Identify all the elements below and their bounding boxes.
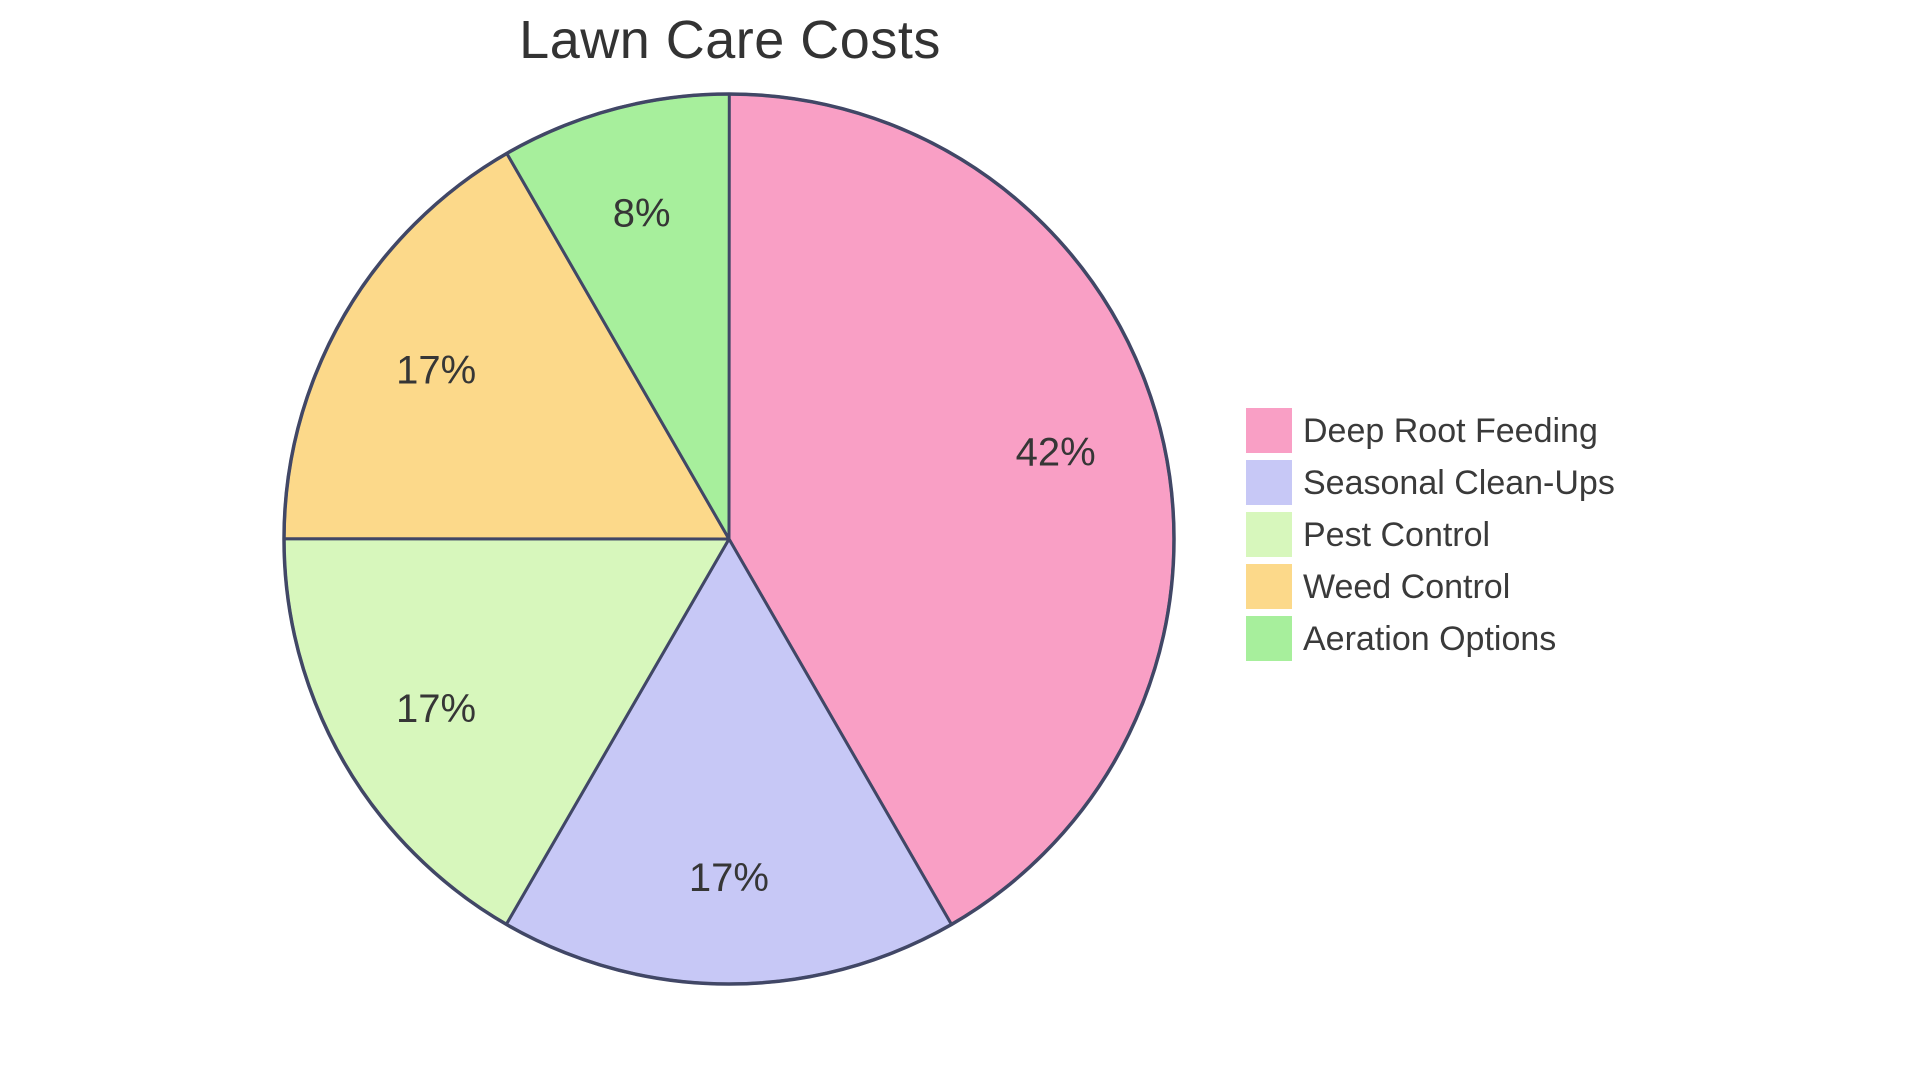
legend-label: Weed Control bbox=[1303, 567, 1511, 606]
legend-label: Aeration Options bbox=[1303, 619, 1557, 658]
pie-slices bbox=[282, 92, 1176, 986]
chart-title: Lawn Care Costs bbox=[519, 10, 941, 70]
legend-swatch bbox=[1246, 408, 1292, 453]
legend-item-seasonal-clean-ups[interactable]: Seasonal Clean-Ups bbox=[1246, 460, 1615, 505]
legend-item-pest-control[interactable]: Pest Control bbox=[1246, 512, 1615, 557]
pie-labels: 42% 17% 17% 17% 8% bbox=[396, 191, 1096, 900]
slice-percent-label: 17% bbox=[396, 349, 476, 393]
legend-label: Pest Control bbox=[1303, 515, 1491, 554]
legend-item-aeration-options[interactable]: Aeration Options bbox=[1246, 616, 1615, 661]
legend-item-deep-root-feeding[interactable]: Deep Root Feeding bbox=[1246, 408, 1615, 453]
slice-percent-label: 17% bbox=[396, 687, 476, 731]
slice-percent-label: 8% bbox=[613, 191, 671, 235]
pie-outer-ring bbox=[282, 92, 1176, 986]
pie-outline bbox=[282, 92, 1176, 986]
legend-swatch bbox=[1246, 564, 1292, 609]
slice-percent-label: 17% bbox=[689, 856, 769, 900]
slice-percent-label: 42% bbox=[1016, 431, 1096, 475]
legend-label: Deep Root Feeding bbox=[1303, 411, 1598, 450]
legend-swatch bbox=[1246, 460, 1292, 505]
legend-label: Seasonal Clean-Ups bbox=[1303, 463, 1615, 502]
legend-swatch bbox=[1246, 512, 1292, 557]
legend-swatch bbox=[1246, 616, 1292, 661]
legend: Deep Root Feeding Seasonal Clean-Ups Pest … bbox=[1246, 408, 1615, 668]
legend-item-weed-control[interactable]: Weed Control bbox=[1246, 564, 1615, 609]
